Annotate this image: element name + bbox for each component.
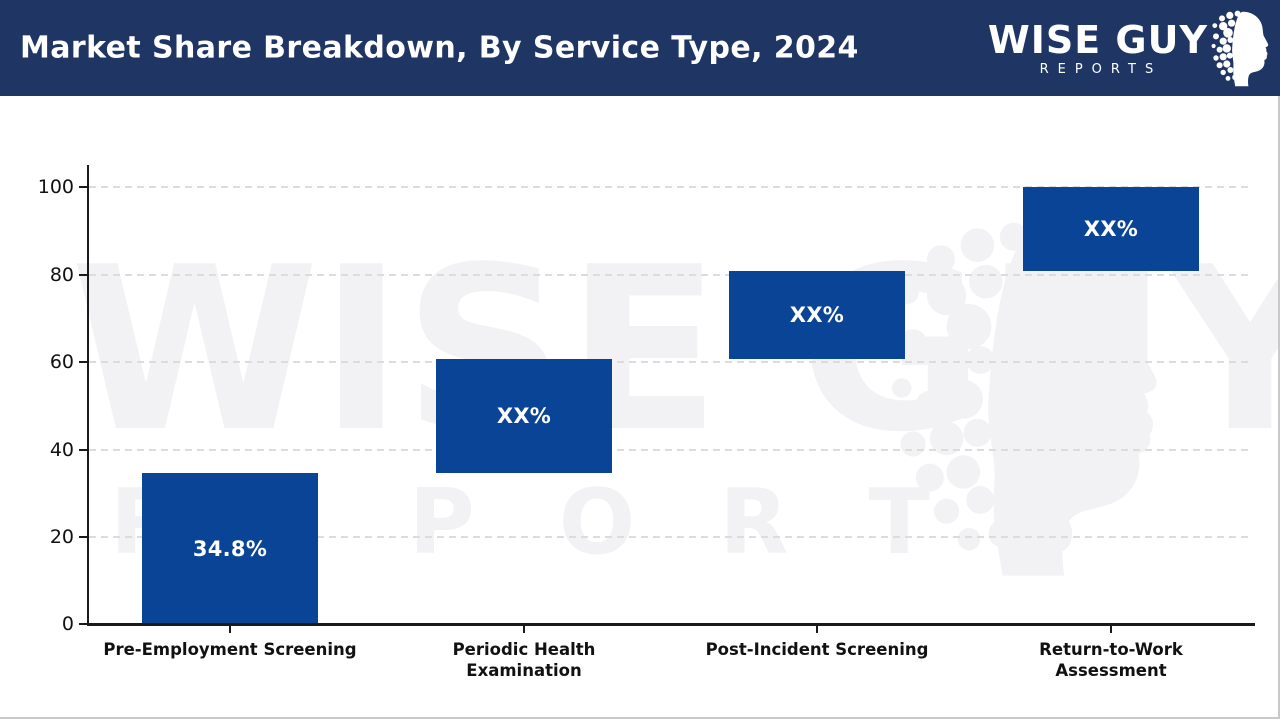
y-tick-label-40: 40 (49, 439, 74, 461)
x-label-post-incident-screening: Post-Incident Screening (705, 640, 929, 659)
gridline-60 (89, 361, 1253, 363)
brand-logo-text: WISE GUY REPORTS (988, 21, 1208, 77)
bar-pre-employment-screening: 34.8% (142, 473, 318, 625)
y-tick-0 (79, 623, 87, 625)
brand-head-icon (1210, 10, 1270, 88)
x-tick-4 (1110, 626, 1112, 633)
watermark-brand-name: WISE GUY (70, 219, 1280, 482)
bar-value-label: 34.8% (192, 537, 268, 561)
gridline-20 (89, 536, 1253, 538)
x-label-periodic-health-examination: Periodic Health Examination (452, 640, 596, 680)
y-tick-100 (79, 186, 87, 188)
x-tick-1 (229, 626, 231, 633)
page-title: Market Share Breakdown, By Service Type,… (20, 30, 859, 66)
header-band: Market Share Breakdown, By Service Type,… (0, 0, 1280, 96)
bar-return-to-work-assessment: XX% (1023, 187, 1199, 271)
brand-logo: WISE GUY REPORTS (988, 6, 1270, 92)
x-label-return-to-work-assessment: Return-to-Work Assessment (1039, 640, 1183, 680)
x-label-pre-employment-screening: Pre-Employment Screening (103, 640, 357, 659)
x-axis-line (87, 623, 1255, 626)
y-tick-40 (79, 449, 87, 451)
gridline-80 (89, 274, 1253, 276)
x-tick-2 (523, 626, 525, 633)
y-tick-80 (79, 274, 87, 276)
y-tick-60 (79, 361, 87, 363)
page-right-border (1278, 96, 1280, 718)
y-tick-label-0: 0 (61, 613, 74, 635)
brand-name: WISE GUY (987, 18, 1208, 62)
y-tick-label-20: 20 (49, 526, 74, 548)
brand-subname: REPORTS (1039, 62, 1163, 77)
gridline-40 (89, 449, 1253, 451)
bar-value-label: XX% (789, 303, 845, 327)
x-tick-3 (816, 626, 818, 633)
y-axis-line (87, 165, 89, 625)
y-tick-label-80: 80 (49, 264, 74, 286)
y-tick-20 (79, 536, 87, 538)
y-tick-label-60: 60 (49, 351, 74, 373)
page-bottom-border (0, 717, 1280, 719)
bar-value-label: XX% (1083, 217, 1139, 241)
bar-periodic-health-examination: XX% (436, 359, 612, 473)
bar-value-label: XX% (496, 404, 552, 428)
y-tick-label-100: 100 (37, 176, 74, 198)
bar-post-incident-screening: XX% (729, 271, 905, 359)
gridline-100 (89, 186, 1253, 188)
